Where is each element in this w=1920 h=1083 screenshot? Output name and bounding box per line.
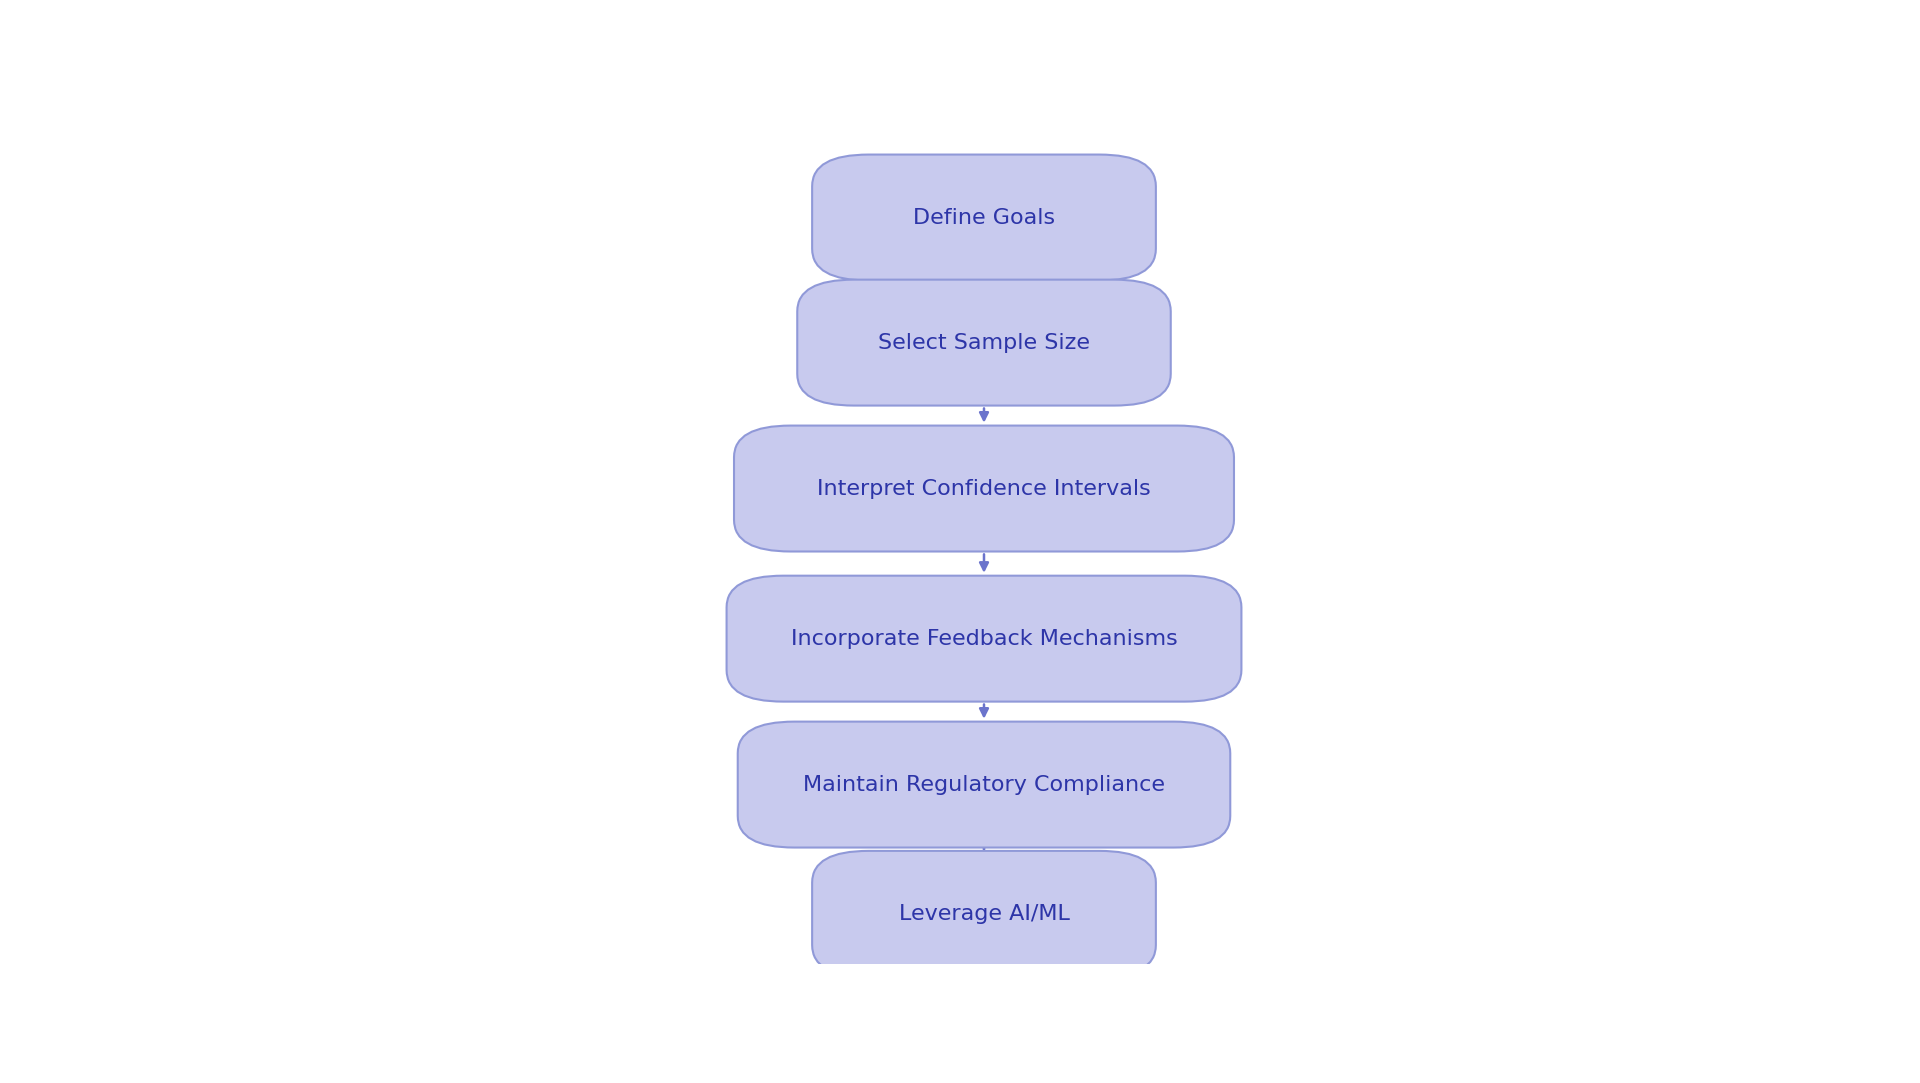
Text: Maintain Regulatory Compliance: Maintain Regulatory Compliance <box>803 774 1165 795</box>
FancyBboxPatch shape <box>726 576 1242 702</box>
Text: Leverage AI/ML: Leverage AI/ML <box>899 904 1069 924</box>
Text: Define Goals: Define Goals <box>912 208 1056 227</box>
FancyBboxPatch shape <box>812 851 1156 977</box>
Text: Interpret Confidence Intervals: Interpret Confidence Intervals <box>818 479 1150 498</box>
FancyBboxPatch shape <box>797 279 1171 405</box>
FancyBboxPatch shape <box>812 155 1156 280</box>
Text: Incorporate Feedback Mechanisms: Incorporate Feedback Mechanisms <box>791 628 1177 649</box>
FancyBboxPatch shape <box>733 426 1235 551</box>
Text: Select Sample Size: Select Sample Size <box>877 332 1091 353</box>
FancyBboxPatch shape <box>737 721 1231 848</box>
